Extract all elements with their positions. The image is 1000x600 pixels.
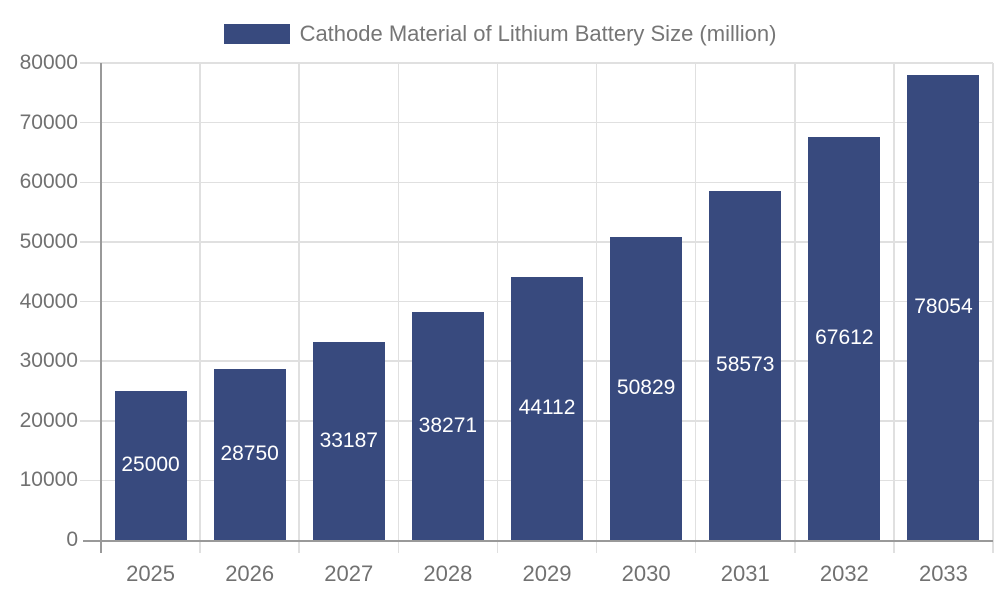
y-gridline xyxy=(80,121,993,124)
y-tick-label: 50000 xyxy=(19,229,78,253)
x-gridline xyxy=(694,63,697,553)
bar-value-label: 67612 xyxy=(815,326,874,350)
bar xyxy=(312,342,385,540)
y-tick-label: 0 xyxy=(66,528,78,551)
x-tick-label: 2027 xyxy=(324,561,374,586)
bar-value-label: 25000 xyxy=(121,453,180,477)
y-gridline xyxy=(80,181,993,183)
bar-value-label: 28750 xyxy=(220,442,279,466)
x-tick-label: 2033 xyxy=(918,561,968,586)
y-tick-label: 80000 xyxy=(19,51,78,74)
bar xyxy=(114,390,187,540)
y-tick-label: 30000 xyxy=(19,349,78,373)
x-gridline xyxy=(199,63,201,553)
x-tick-label: 2031 xyxy=(720,561,770,586)
x-tick-label: 2025 xyxy=(126,561,176,586)
bar xyxy=(411,311,484,540)
bar xyxy=(808,136,881,540)
x-tick-label: 2029 xyxy=(522,561,572,586)
bar xyxy=(610,236,683,540)
legend-label: Cathode Material of Lithium Battery Size… xyxy=(299,21,777,46)
legend-swatch-icon xyxy=(223,24,290,44)
y-tick-label: 10000 xyxy=(19,468,78,492)
y-tick-label: 40000 xyxy=(19,289,78,313)
x-gridline xyxy=(992,63,994,553)
x-gridline xyxy=(595,63,598,553)
y-tick-label: 70000 xyxy=(19,110,78,134)
bar-value-label: 33187 xyxy=(319,429,378,453)
x-gridline xyxy=(298,63,300,553)
x-gridline xyxy=(794,63,796,553)
bar-value-label: 44112 xyxy=(518,396,576,420)
y-tick-label: 20000 xyxy=(19,408,78,432)
y-gridline xyxy=(80,241,993,243)
bar-value-label: 50829 xyxy=(616,376,676,400)
x-tick-label: 2028 xyxy=(423,561,473,586)
y-axis-line xyxy=(99,63,102,553)
x-tick-label: 2026 xyxy=(225,561,275,586)
x-gridline xyxy=(496,63,499,553)
bar xyxy=(511,276,583,540)
bar-value-label: 38271 xyxy=(418,413,478,437)
y-gridline xyxy=(80,62,993,64)
bar xyxy=(709,190,782,540)
y-tick-label: 60000 xyxy=(19,170,78,194)
x-gridline xyxy=(397,63,400,553)
bar xyxy=(907,74,980,540)
bar-value-label: 58573 xyxy=(716,353,775,377)
legend[interactable]: Cathode Material of Lithium Battery Size… xyxy=(0,21,1000,47)
x-tick-label: 2030 xyxy=(621,561,671,586)
x-axis-line xyxy=(83,540,993,542)
x-tick-label: 2032 xyxy=(819,561,869,586)
bar xyxy=(213,368,286,540)
x-gridline xyxy=(893,63,895,553)
bar-value-label: 78054 xyxy=(914,295,973,319)
